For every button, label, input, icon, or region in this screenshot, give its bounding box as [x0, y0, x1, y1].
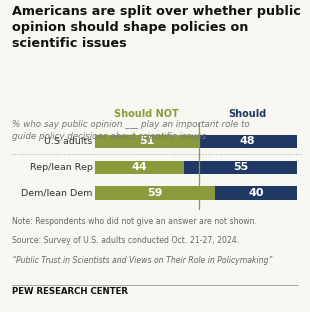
Text: PEW RESEARCH CENTER: PEW RESEARCH CENTER [12, 287, 128, 296]
Text: 40: 40 [248, 188, 264, 198]
Text: Rep/lean Rep: Rep/lean Rep [29, 163, 92, 172]
Text: 44: 44 [132, 162, 147, 172]
Text: Should NOT: Should NOT [114, 109, 179, 119]
Text: Americans are split over whether public
opinion should shape policies on
scienti: Americans are split over whether public … [12, 5, 301, 50]
Text: Should: Should [228, 109, 267, 119]
Bar [95, 135, 199, 148]
Text: Source: Survey of U.S. adults conducted Oct. 21-27, 2024.: Source: Survey of U.S. adults conducted … [12, 236, 240, 245]
Text: “Public Trust in Scientists and Views on Their Role in Policymaking”: “Public Trust in Scientists and Views on… [12, 256, 273, 265]
Text: 51: 51 [139, 136, 154, 146]
Text: 55: 55 [233, 162, 248, 172]
Text: % who say public opinion ___ play an important role to
guide policy decisions ab: % who say public opinion ___ play an imp… [12, 120, 250, 141]
Bar [95, 187, 215, 200]
Bar [184, 161, 297, 174]
Bar [199, 135, 297, 148]
Text: 48: 48 [240, 136, 255, 146]
Text: Dem/lean Dem: Dem/lean Dem [21, 189, 92, 198]
Bar [215, 187, 297, 200]
Text: 59: 59 [147, 188, 162, 198]
Bar [95, 161, 184, 174]
Text: Note: Respondents who did not give an answer are not shown.: Note: Respondents who did not give an an… [12, 217, 258, 226]
Text: U.S adults: U.S adults [44, 137, 92, 146]
